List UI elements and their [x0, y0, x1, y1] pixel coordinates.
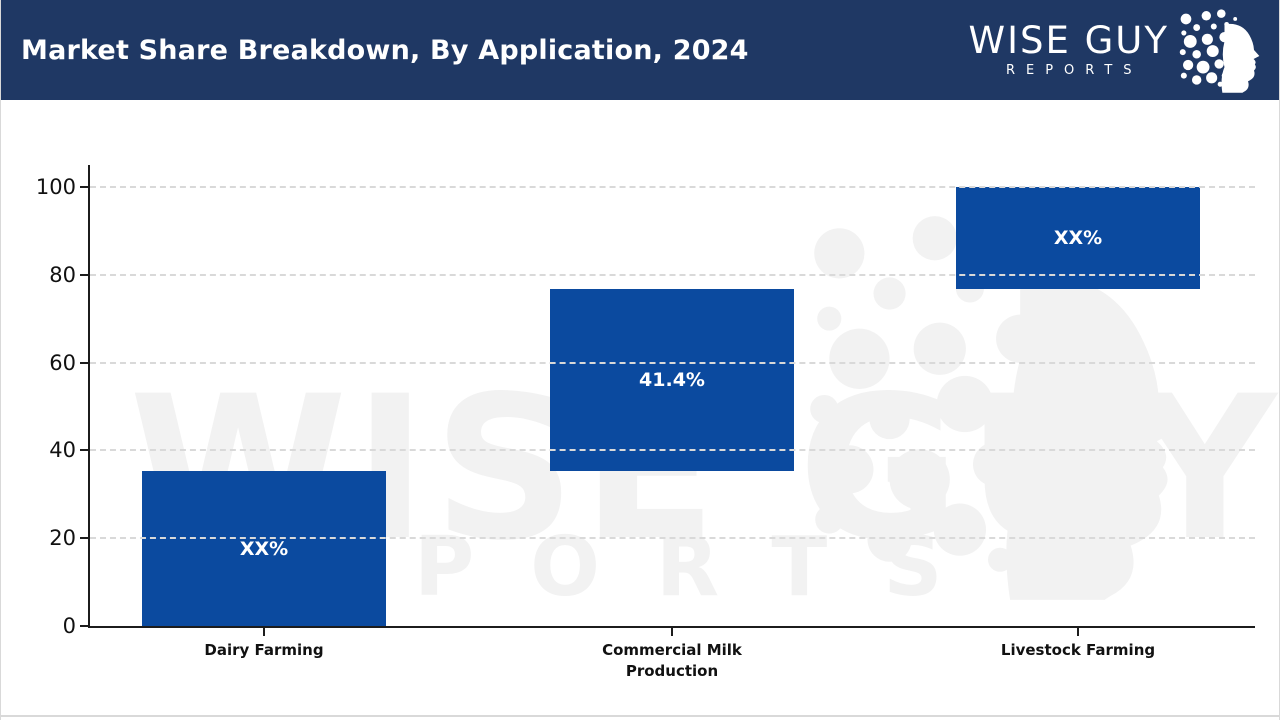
x-category-label-livestock-farming: Livestock Farming	[1000, 641, 1156, 659]
y-tick-label-40: 40	[49, 438, 76, 463]
wiseguy-face-icon	[1179, 9, 1260, 93]
y-tick-20	[80, 537, 88, 540]
x-tick-dairy-farming	[263, 628, 265, 636]
x-tick-livestock-farming	[1077, 628, 1079, 636]
wiseguy-subtitle: REPORTS	[1005, 62, 1143, 78]
y-tick-0	[80, 625, 88, 627]
y-tick-label-60: 60	[49, 350, 76, 375]
x-tick-commercial-milk-production	[671, 628, 673, 636]
bar-value-label-commercial-milk-production: 41.4%	[639, 369, 705, 392]
y-tick-60	[80, 361, 88, 364]
gridline-20	[90, 537, 1255, 540]
x-category-label-dairy-farming: Dairy Farming	[204, 641, 324, 659]
wiseguy-logo-text: WISE GUY REPORTS	[968, 19, 1169, 78]
y-tick-100	[80, 186, 88, 188]
header-bar: Market Share Breakdown, By Application, …	[1, 0, 1279, 100]
gridline-80	[90, 273, 1255, 276]
x-axis-spine	[88, 626, 1255, 628]
y-tick-label-20: 20	[49, 526, 76, 551]
wiseguy-logo: WISE GUY REPORTS	[969, 4, 1263, 96]
bar-value-label-livestock-farming: XX%	[1053, 227, 1103, 250]
bar-dairy-farming	[142, 471, 386, 626]
x-category-label-commercial-milk-production: Commercial Milk Production	[602, 641, 742, 680]
y-tick-label-0: 0	[62, 614, 76, 638]
y-tick-label-80: 80	[49, 262, 76, 287]
bar-livestock-farming	[956, 187, 1200, 290]
y-tick-80	[80, 273, 88, 276]
y-tick-40	[80, 449, 88, 452]
y-tick-label-100: 100	[35, 175, 76, 199]
wiseguy-wordmark: WISE GUY	[968, 19, 1169, 63]
bar-commercial-milk-production	[550, 289, 794, 472]
bar-value-label-dairy-farming: XX%	[239, 537, 289, 560]
watermark-face-icon	[810, 208, 1184, 600]
gridline-100	[90, 186, 1255, 188]
gridline-60	[90, 361, 1255, 364]
gridline-40	[90, 449, 1255, 452]
y-axis-spine	[88, 165, 90, 628]
chart-title: Market Share Breakdown, By Application, …	[21, 34, 749, 66]
